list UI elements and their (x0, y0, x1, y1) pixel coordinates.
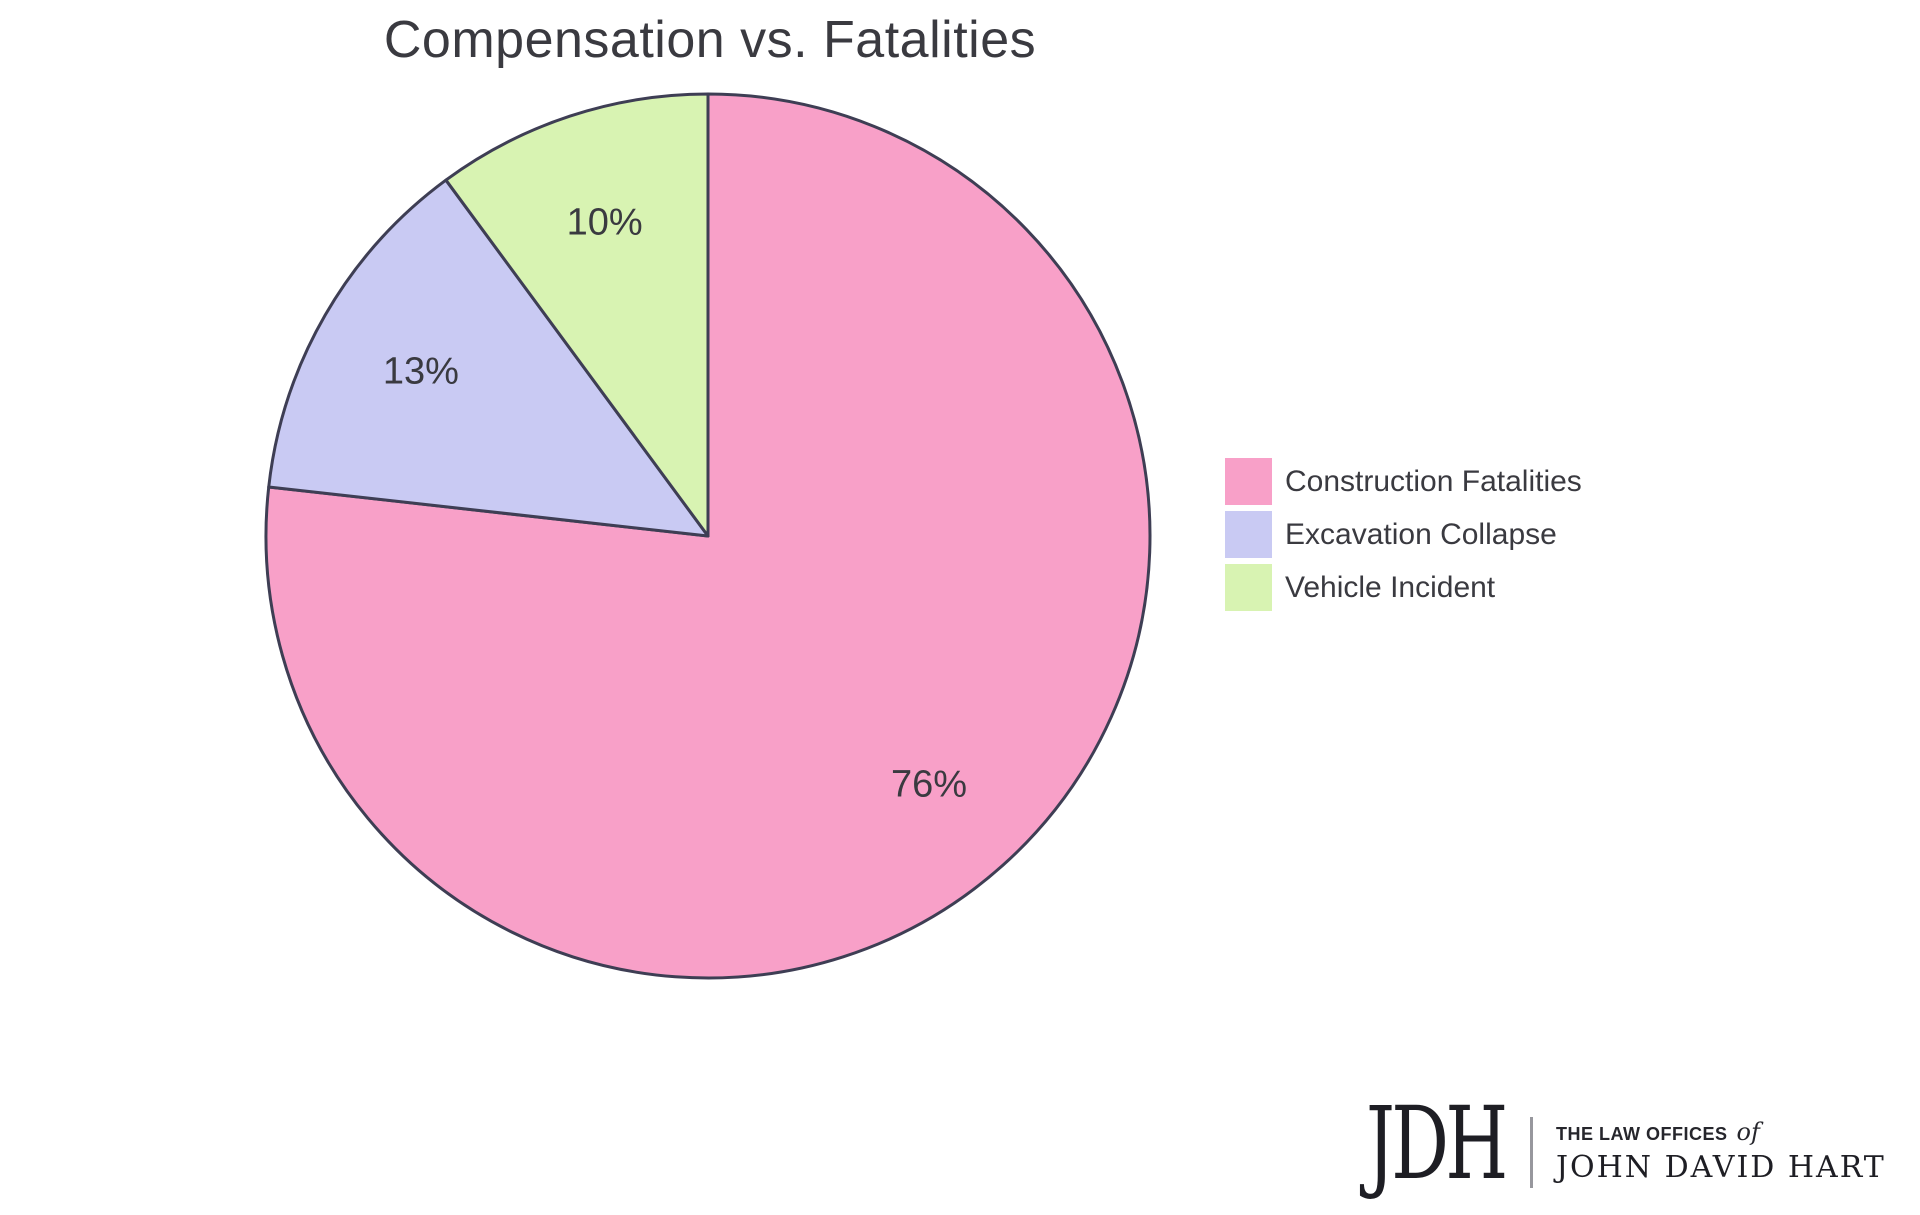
legend: Construction Fatalities Excavation Colla… (1225, 458, 1582, 617)
legend-item-vehicle-incident[interactable]: Vehicle Incident (1225, 564, 1582, 611)
pie-slice-vehicle-incident[interactable] (444, 92, 710, 538)
slice-label-76%: 76% (891, 763, 967, 805)
legend-swatch (1225, 511, 1272, 558)
slice-label-10%: 10% (567, 201, 643, 243)
logo-monogram: JDH (1366, 1085, 1508, 1202)
logo-tagline: THE LAW OFFICES (1556, 1124, 1728, 1144)
logo-divider (1530, 1117, 1533, 1188)
slice-label-13%: 13% (383, 351, 459, 393)
legend-label: Excavation Collapse (1285, 517, 1557, 551)
logo-firm-name: JOHN DAVID HART (1556, 1150, 1886, 1185)
pie-slice-excavation-collapse[interactable] (267, 178, 710, 538)
legend-label: Vehicle Incident (1285, 570, 1496, 604)
legend-item-construction-fatalities[interactable]: Construction Fatalities (1225, 458, 1582, 505)
legend-label: Construction Fatalities (1285, 464, 1582, 498)
legend-swatch (1225, 564, 1272, 611)
brand-logo: THE LAW OFFICES of JOHN DAVID HART (1556, 1118, 1886, 1185)
logo-tagline-of: of (1736, 1118, 1760, 1146)
chart-title: Compensation vs. Fatalities (383, 11, 1037, 69)
legend-item-excavation-collapse[interactable]: Excavation Collapse (1225, 511, 1582, 558)
pie-slice-construction-fatalities[interactable] (264, 92, 1152, 980)
legend-swatch (1225, 458, 1272, 505)
logo-tagline-line: THE LAW OFFICES of (1556, 1118, 1886, 1146)
